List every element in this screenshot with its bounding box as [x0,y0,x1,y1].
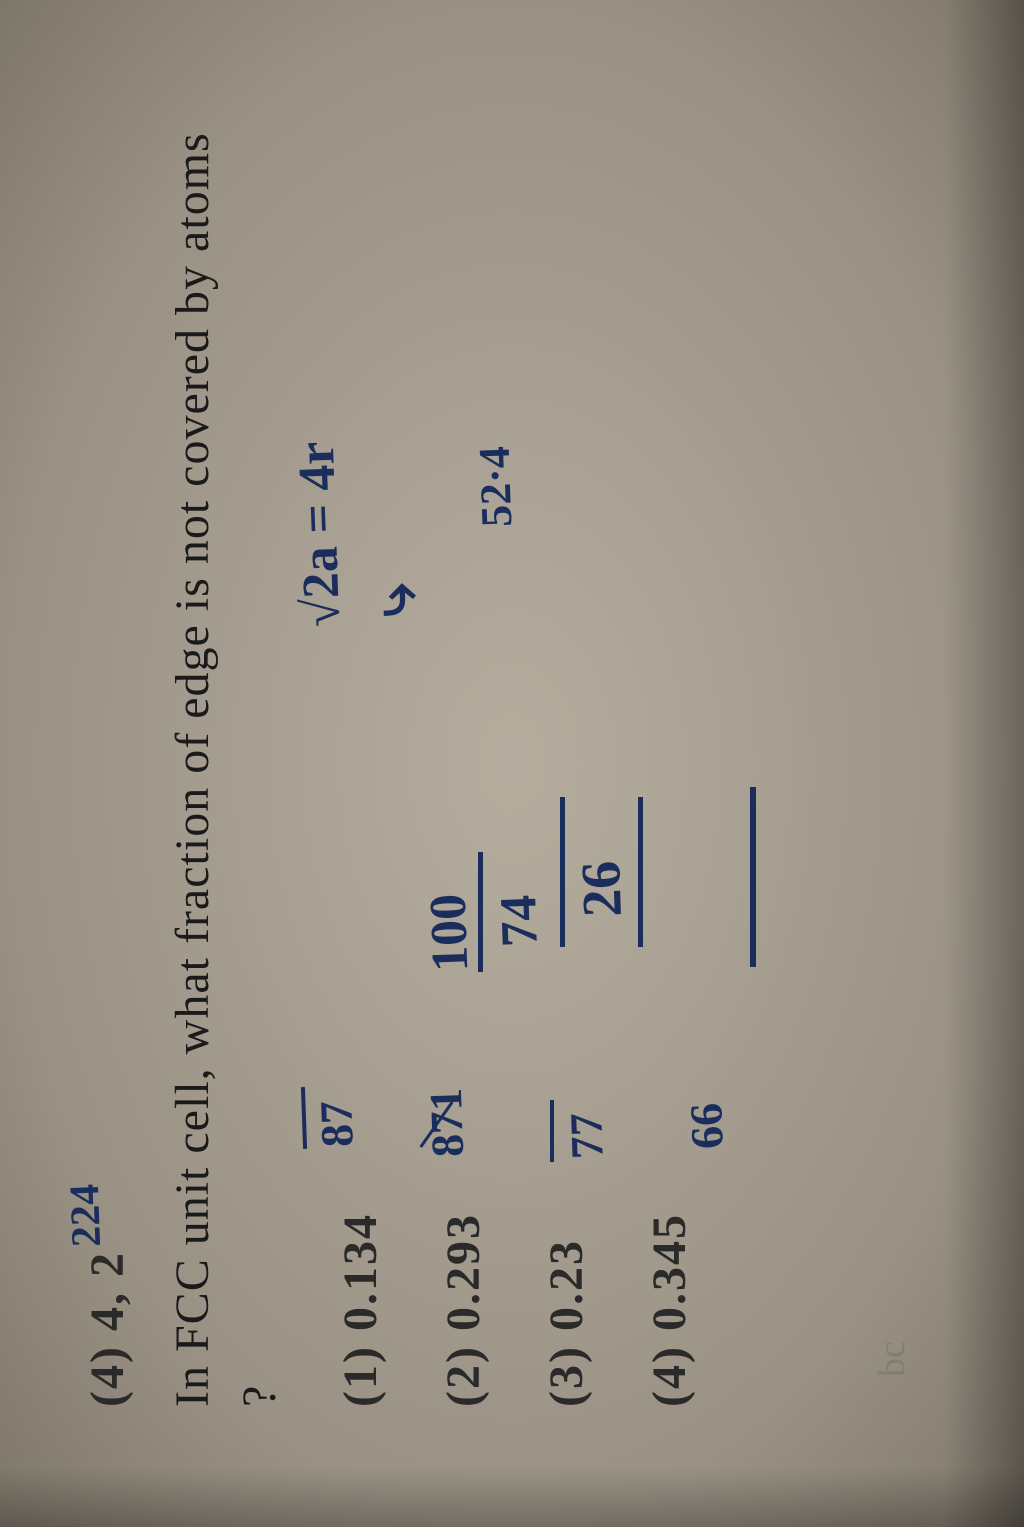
handwritten-26: 26 [569,860,635,918]
option-2: (2) 0.293 [436,100,491,1407]
option-4-marker: (4) [643,1345,696,1407]
handwritten-26-topline [560,797,565,947]
handwritten-74-line [478,852,483,972]
option-3-value: 0.23 [540,1239,593,1331]
page-shadow-bottom [944,0,1024,1527]
exam-page: (4) 4, 2 In FCC unit cell, what fraction… [0,0,1024,1527]
option-2-marker: (2) [437,1345,490,1407]
option-1-value: 0.134 [334,1213,387,1331]
handwritten-224: 224 [61,1183,111,1248]
handwritten-100: 100 [419,893,481,973]
option-4: (4) 0.345 [642,100,697,1407]
handwritten-87-overline [301,1087,307,1149]
handwritten-871: 871 [419,1087,474,1158]
handwritten-524: 52·4 [469,445,523,527]
option-1: (1) 0.134 [333,100,388,1407]
handwritten-arrow: ⤷ [359,582,429,618]
option-3: (3) 0.23 [539,100,594,1407]
prev-marker: (4) [81,1345,134,1407]
handwritten-26-bottomline [638,797,643,947]
handwritten-77-overline [550,1100,554,1162]
option-4-value: 0.345 [643,1213,696,1331]
handwritten-74: 74 [489,894,550,948]
handwritten-66: 66 [679,1102,734,1150]
handwritten-87: 87 [309,1100,364,1148]
handwritten-sqrt-equation: √2a = 4r [287,441,352,628]
page-shadow-left [0,1467,1024,1527]
question-text: In FCC unit cell, what fraction of edge … [159,100,293,1407]
prev-value: 4, 2 [81,1251,134,1331]
option-3-marker: (3) [540,1345,593,1407]
handwritten-77: 77 [559,1112,614,1160]
bleed-through-text: bc [870,1341,914,1377]
option-1-marker: (1) [334,1345,387,1407]
handwritten-final-line [750,787,756,967]
option-2-value: 0.293 [437,1213,490,1331]
